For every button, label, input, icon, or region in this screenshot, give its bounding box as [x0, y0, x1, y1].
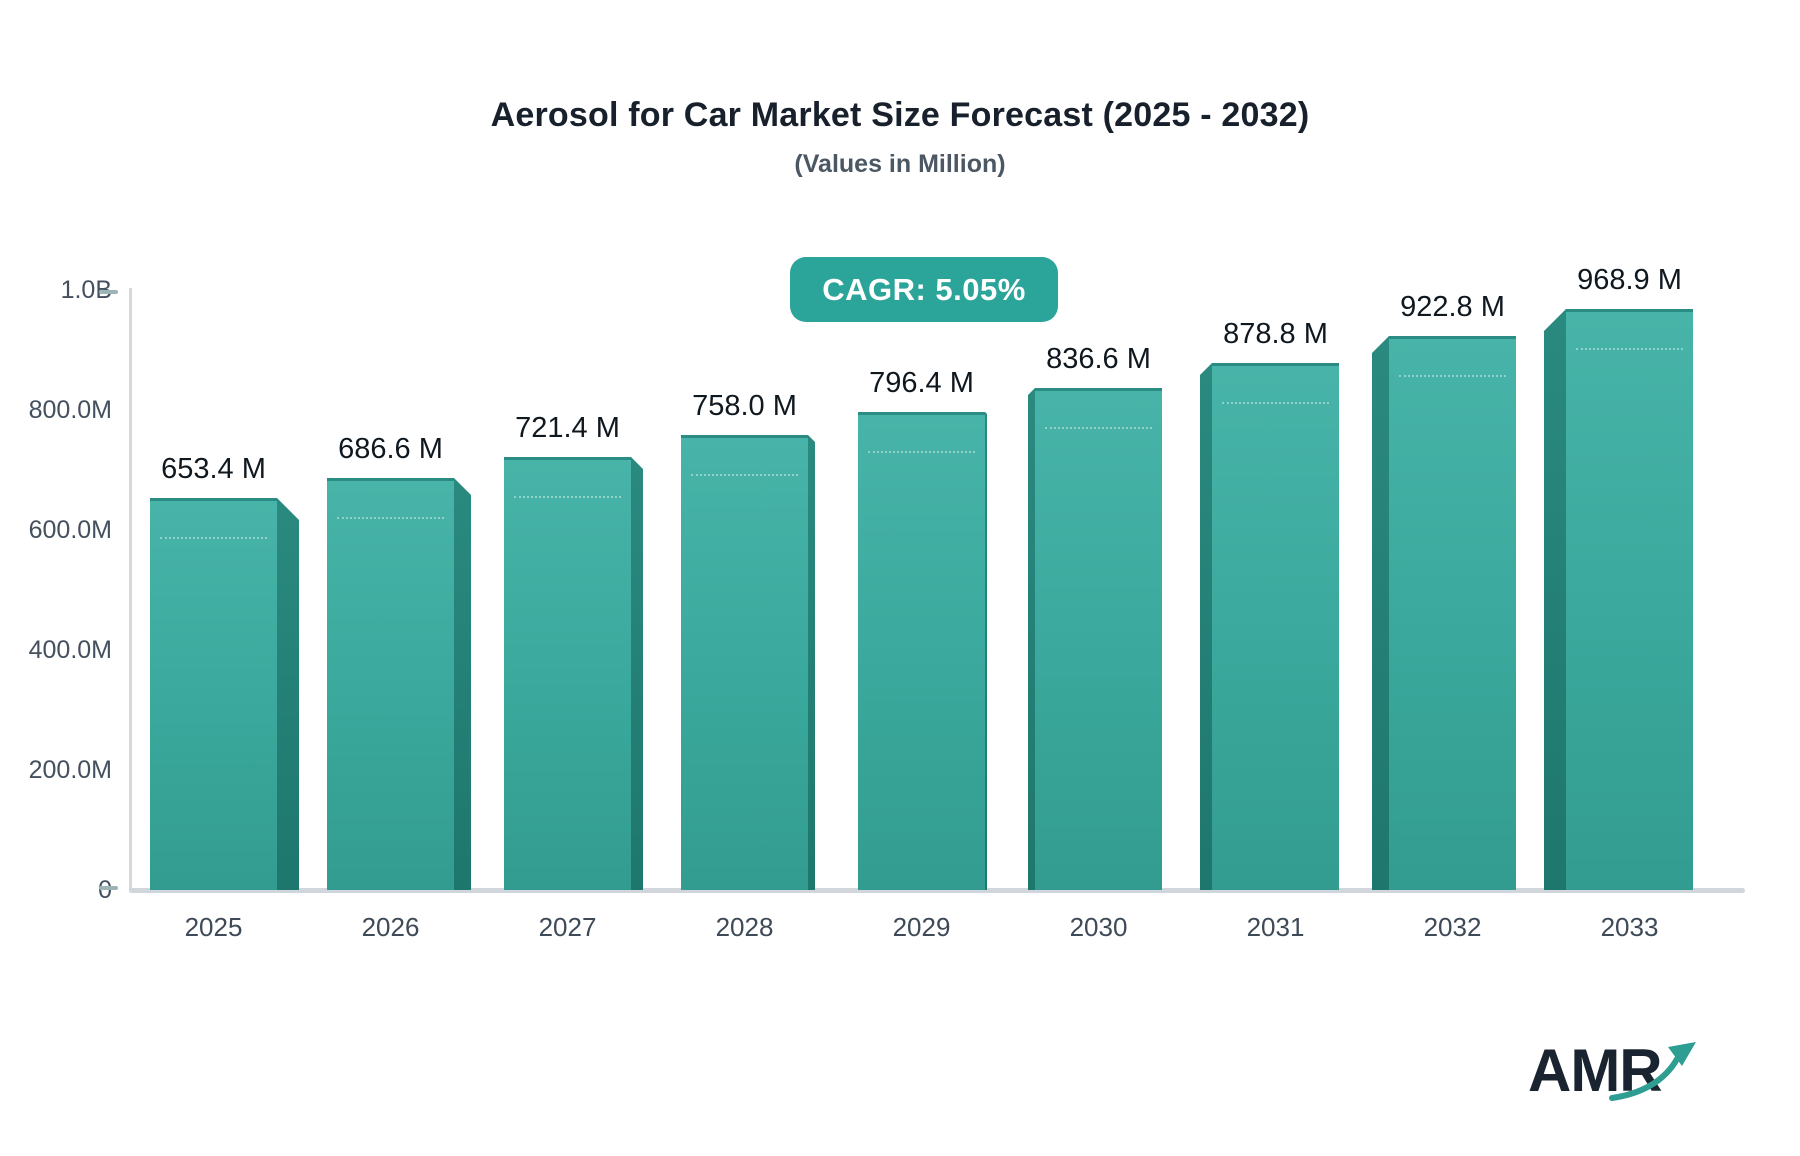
bar-front-face	[858, 412, 985, 890]
bar	[858, 412, 987, 890]
bar-value-label: 686.6 M	[338, 433, 443, 465]
chart-title: Aerosol for Car Market Size Forecast (20…	[490, 96, 1310, 134]
bar	[1544, 309, 1693, 890]
x-axis-tick-label: 2032	[1423, 912, 1482, 942]
bar-value-label: 653.4 M	[161, 453, 266, 485]
bar	[150, 498, 299, 890]
bar-value-label: 721.4 M	[515, 412, 620, 444]
bar-side-face	[277, 498, 299, 890]
bar-value-label: 796.4 M	[869, 367, 974, 399]
x-axis-baseline	[129, 888, 1745, 893]
y-axis-tick-label: 600.0M	[28, 516, 112, 544]
bar	[504, 457, 643, 890]
x-axis-tick-label: 2026	[361, 912, 420, 942]
bar	[681, 435, 815, 890]
bar-front-face	[504, 457, 631, 890]
bar	[1200, 363, 1339, 890]
bar-side-face	[454, 478, 471, 890]
x-axis-tick-label: 2028	[715, 912, 774, 942]
brand-logo: AMR	[1528, 1036, 1728, 1120]
cagr-badge: CAGR: 5.05%	[790, 257, 1058, 322]
bar-side-face	[631, 457, 643, 890]
y-axis-line	[129, 288, 132, 890]
bar-side-face	[1200, 363, 1212, 890]
chart-subtitle: (Values in Million)	[794, 150, 1006, 178]
x-axis-tick-label: 2029	[892, 912, 951, 942]
bar-front-face	[327, 478, 454, 890]
bar-side-face	[1372, 336, 1389, 890]
x-axis-tick-label: 2027	[538, 912, 597, 942]
y-axis-tick-label: 200.0M	[28, 756, 112, 784]
x-axis-tick-label: 2030	[1069, 912, 1128, 942]
bar-front-face	[1566, 309, 1693, 890]
bar-front-face	[1389, 336, 1516, 890]
bar-value-label: 968.9 M	[1577, 264, 1682, 296]
y-axis-tick-mark	[99, 290, 118, 294]
y-axis-tick-label: 800.0M	[28, 396, 112, 424]
y-axis-tick-label: 400.0M	[28, 636, 112, 664]
bar	[327, 478, 471, 890]
trend-arrow-icon	[1609, 1042, 1696, 1101]
bar-front-face	[681, 435, 808, 890]
bar-front-face	[150, 498, 277, 890]
x-axis-tick-label: 2033	[1600, 912, 1659, 942]
y-axis-tick-label: 1.0B	[60, 276, 112, 304]
bar-value-label: 878.8 M	[1223, 318, 1328, 350]
y-axis-tick-mark	[99, 886, 118, 890]
bar-side-face	[808, 435, 815, 890]
bar-side-face	[1028, 388, 1035, 890]
bar-front-face	[1212, 363, 1339, 890]
x-axis-tick-label: 2031	[1246, 912, 1305, 942]
bar-value-label: 758.0 M	[692, 390, 797, 422]
x-axis-tick-label: 2025	[184, 912, 243, 942]
bar-value-label: 922.8 M	[1400, 291, 1505, 323]
bar-side-face	[1544, 309, 1566, 890]
bar	[1028, 388, 1162, 890]
cagr-badge-label: CAGR: 5.05%	[822, 271, 1026, 307]
bar-value-label: 836.6 M	[1046, 343, 1151, 375]
bar-side-face	[985, 412, 987, 890]
y-axis-tick-label: 0	[98, 876, 112, 904]
bar-front-face	[1035, 388, 1162, 890]
bar	[1372, 336, 1516, 890]
